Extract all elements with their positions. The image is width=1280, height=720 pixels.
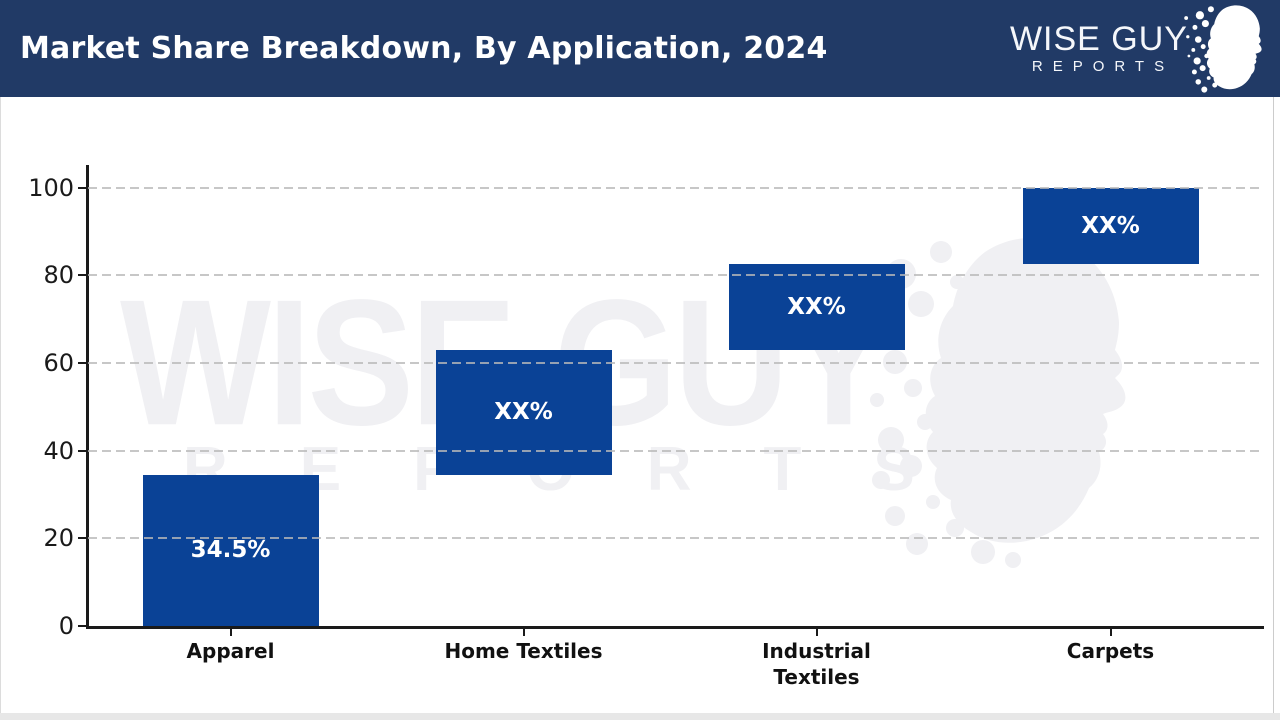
- x-tick-mark-home-textiles: [522, 628, 525, 636]
- bar-label-home-textiles: XX%: [494, 399, 553, 426]
- y-tick-mark-60: [78, 361, 87, 364]
- x-label-line: Textiles: [773, 665, 860, 689]
- bar-home-textiles: [435, 349, 612, 475]
- x-label-line: Home Textiles: [444, 639, 603, 663]
- bar-label-apparel: 34.5%: [190, 537, 271, 564]
- bar-label-industrial-textiles: XX%: [787, 293, 846, 320]
- brand-name: WISE GUY: [1009, 19, 1188, 58]
- card-right-edge: [1273, 97, 1274, 713]
- x-axis-line: [86, 626, 1264, 629]
- x-label-line: Carpets: [1066, 639, 1155, 663]
- card-left-edge: [0, 97, 1, 713]
- y-tick-label-60: 60: [43, 348, 74, 377]
- chart-title: Market Share Breakdown, By Application, …: [20, 31, 828, 66]
- x-tick-mark-industrial-textiles: [815, 628, 818, 636]
- y-tick-label-80: 80: [43, 261, 74, 290]
- y-axis-line: [86, 165, 89, 629]
- bar-industrial-textiles: [728, 264, 905, 350]
- x-label-line: Industrial: [762, 639, 871, 663]
- gridline-20: [88, 537, 1263, 540]
- brand-subname: REPORTS: [1031, 58, 1175, 76]
- x-label-home-textiles: Home Textiles: [414, 638, 634, 664]
- y-tick-mark-0: [78, 625, 87, 627]
- y-tick-mark-80: [78, 274, 87, 277]
- x-label-carpets: Carpets: [1001, 638, 1221, 664]
- header-bar: Market Share Breakdown, By Application, …: [0, 0, 1280, 97]
- bar-apparel: [142, 474, 319, 626]
- y-tick-label-0: 0: [58, 612, 74, 640]
- chart-area: WISE GUY REPORTS 02040608010034.5%XX%XX%…: [0, 97, 1280, 713]
- y-tick-label-100: 100: [28, 173, 74, 202]
- gridline-60: [88, 361, 1263, 364]
- brand-face-icon: [1184, 4, 1262, 93]
- y-tick-mark-100: [78, 186, 87, 189]
- x-label-industrial-textiles: Industrial Textiles: [707, 638, 927, 690]
- gridline-80: [88, 274, 1263, 277]
- y-tick-label-20: 20: [43, 524, 74, 553]
- brand-logo: WISE GUY REPORTS: [1010, 1, 1280, 97]
- gridline-40: [88, 449, 1263, 452]
- y-tick-mark-20: [78, 537, 87, 540]
- brand-logo-text: WISE GUY REPORTS: [1009, 19, 1188, 76]
- y-tick-mark-40: [78, 449, 87, 452]
- gridline-100: [88, 186, 1263, 189]
- bar-carpets: [1022, 187, 1199, 265]
- x-label-line: Apparel: [186, 639, 275, 663]
- x-tick-mark-apparel: [229, 628, 232, 636]
- bar-label-carpets: XX%: [1081, 212, 1140, 239]
- x-label-apparel: Apparel: [121, 638, 341, 664]
- y-tick-label-40: 40: [43, 436, 74, 465]
- x-tick-mark-carpets: [1109, 628, 1112, 636]
- card-bottom-edge: [0, 713, 1280, 720]
